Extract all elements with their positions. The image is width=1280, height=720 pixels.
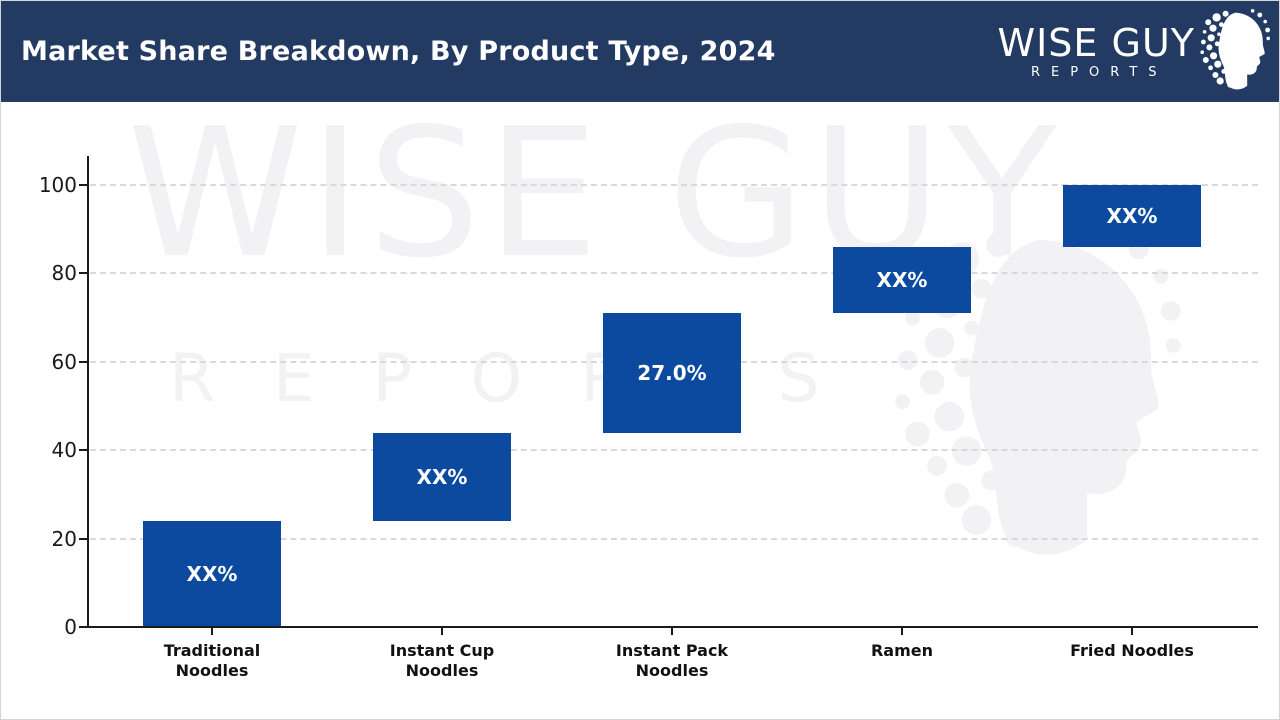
- logo-wordmark: WISE GUY: [997, 21, 1195, 65]
- y-tick-mark: [79, 360, 88, 363]
- x-axis-spine: [87, 626, 1258, 628]
- watermark-reports: REPORTS: [169, 340, 878, 417]
- bar-segment: [603, 313, 741, 433]
- bar-value-label: XX%: [876, 268, 928, 293]
- y-tick-label: 80: [51, 261, 77, 286]
- logo-sub-wordmark: REPORTS: [1030, 65, 1168, 80]
- bar-segment: [833, 246, 971, 314]
- y-tick-mark: [79, 184, 88, 186]
- header-bar: Market Share Breakdown, By Product Type,…: [1, 1, 1279, 102]
- y-tick-mark: [79, 272, 88, 275]
- y-tick-label: 40: [51, 438, 77, 463]
- x-category-label: Instant Pack Noodles: [615, 641, 729, 680]
- bar-segment: [143, 520, 281, 627]
- gridline-80: [90, 272, 1258, 275]
- gridline-100: [90, 184, 1258, 186]
- page-title: Market Share Breakdown, By Product Type,…: [21, 36, 776, 67]
- y-tick-label: 20: [51, 526, 77, 551]
- bar-value-label: 27.0%: [637, 360, 707, 385]
- bar-value-label: XX%: [1106, 203, 1158, 228]
- bar-segment: [373, 432, 511, 521]
- bar-value-label: XX%: [416, 464, 468, 489]
- x-category-label: Instant Cup Noodles: [389, 641, 495, 680]
- y-tick-mark: [79, 537, 88, 540]
- y-tick-label: 0: [64, 615, 77, 639]
- x-category-label: Ramen: [870, 641, 934, 660]
- x-tick-mark: [1131, 628, 1133, 635]
- y-tick-mark: [79, 449, 88, 452]
- y-axis-spine: [87, 156, 89, 628]
- wiseguy-logo-text: WISE GUY REPORTS: [998, 22, 1195, 80]
- x-tick-mark: [211, 628, 213, 635]
- x-tick-mark: [671, 628, 673, 635]
- bar-segment: [1063, 185, 1201, 247]
- wiseguy-head-icon: [1200, 9, 1270, 90]
- x-tick-mark: [441, 628, 443, 635]
- gridline-20: [90, 537, 1258, 540]
- x-tick-mark: [901, 628, 903, 635]
- y-tick-label: 100: [38, 173, 77, 197]
- x-category-label: Fried Noodles: [1070, 641, 1194, 660]
- bar-value-label: XX%: [186, 561, 238, 586]
- y-tick-mark: [79, 626, 88, 628]
- x-category-label: Traditional Noodles: [163, 641, 261, 680]
- y-tick-label: 60: [51, 349, 77, 374]
- wiseguy-logo: WISE GUY REPORTS: [998, 9, 1271, 93]
- gridline-40: [90, 449, 1258, 452]
